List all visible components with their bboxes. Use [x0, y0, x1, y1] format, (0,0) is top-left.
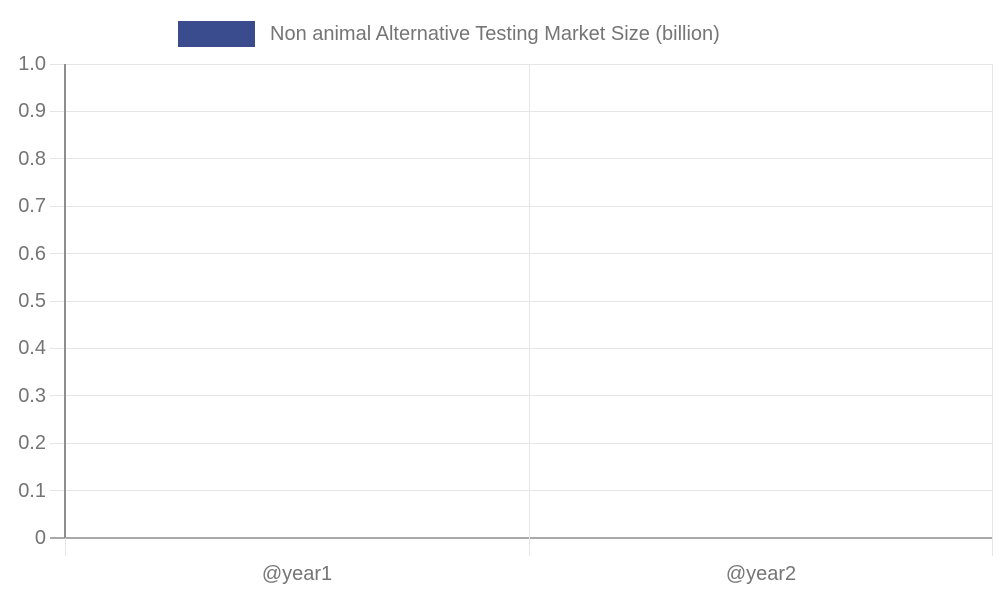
- h-gridline: [50, 158, 993, 160]
- v-gridline: [529, 64, 530, 556]
- y-axis-line: [64, 64, 66, 538]
- x-axis-category-label: @year2: [725, 563, 797, 585]
- y-axis-tick-label: 0.5: [18, 290, 46, 312]
- h-gridline: [50, 253, 993, 255]
- y-axis-tick-label: 0.8: [18, 147, 46, 170]
- y-axis-tick-label: 0.6: [18, 242, 46, 265]
- y-axis-tick-label: 0: [34, 527, 46, 549]
- h-gridline: [50, 205, 993, 207]
- h-gridline: [50, 442, 993, 444]
- x-axis-category-label: @year1: [261, 563, 333, 585]
- h-gridline: [50, 347, 993, 349]
- y-axis-tick-label: 0.1: [18, 479, 46, 502]
- h-gridline: [50, 490, 993, 492]
- y-axis-tick-label: 0.9: [18, 100, 46, 123]
- v-gridline: [992, 64, 993, 556]
- y-axis-tick-label: 0.7: [18, 195, 46, 218]
- x-axis-baseline: [50, 537, 993, 539]
- y-axis-tick-label: 0.2: [18, 432, 46, 455]
- y-axis-tick-label: 1.0: [18, 53, 46, 75]
- legend-label: Non animal Alternative Testing Market Si…: [270, 23, 720, 45]
- h-gridline: [50, 110, 993, 112]
- y-axis-bottom-tick: [65, 538, 66, 556]
- h-gridline: [50, 300, 993, 302]
- h-gridline: [50, 63, 993, 65]
- h-gridline: [50, 395, 993, 397]
- y-axis-tick-label: 0.4: [18, 337, 46, 360]
- legend: Non animal Alternative Testing Market Si…: [178, 21, 720, 47]
- legend-swatch: [178, 21, 255, 47]
- y-axis-tick-label: 0.3: [18, 384, 46, 407]
